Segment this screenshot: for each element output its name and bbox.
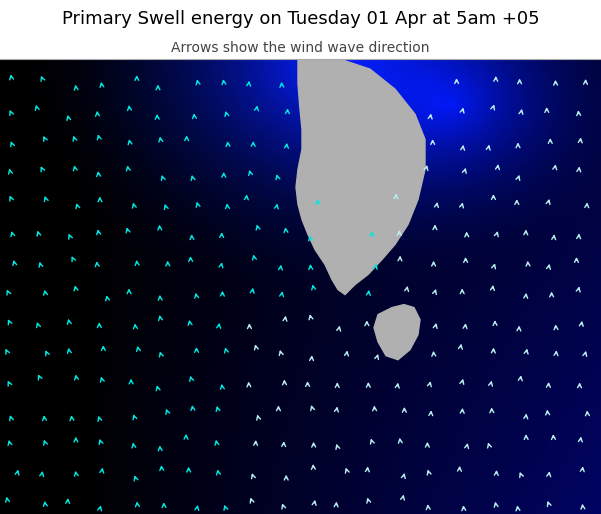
Polygon shape bbox=[296, 59, 425, 295]
Polygon shape bbox=[374, 305, 420, 360]
Text: Primary Swell energy on Tuesday 01 Apr at 5am +05: Primary Swell energy on Tuesday 01 Apr a… bbox=[62, 10, 539, 28]
Text: Arrows show the wind wave direction: Arrows show the wind wave direction bbox=[171, 42, 430, 56]
